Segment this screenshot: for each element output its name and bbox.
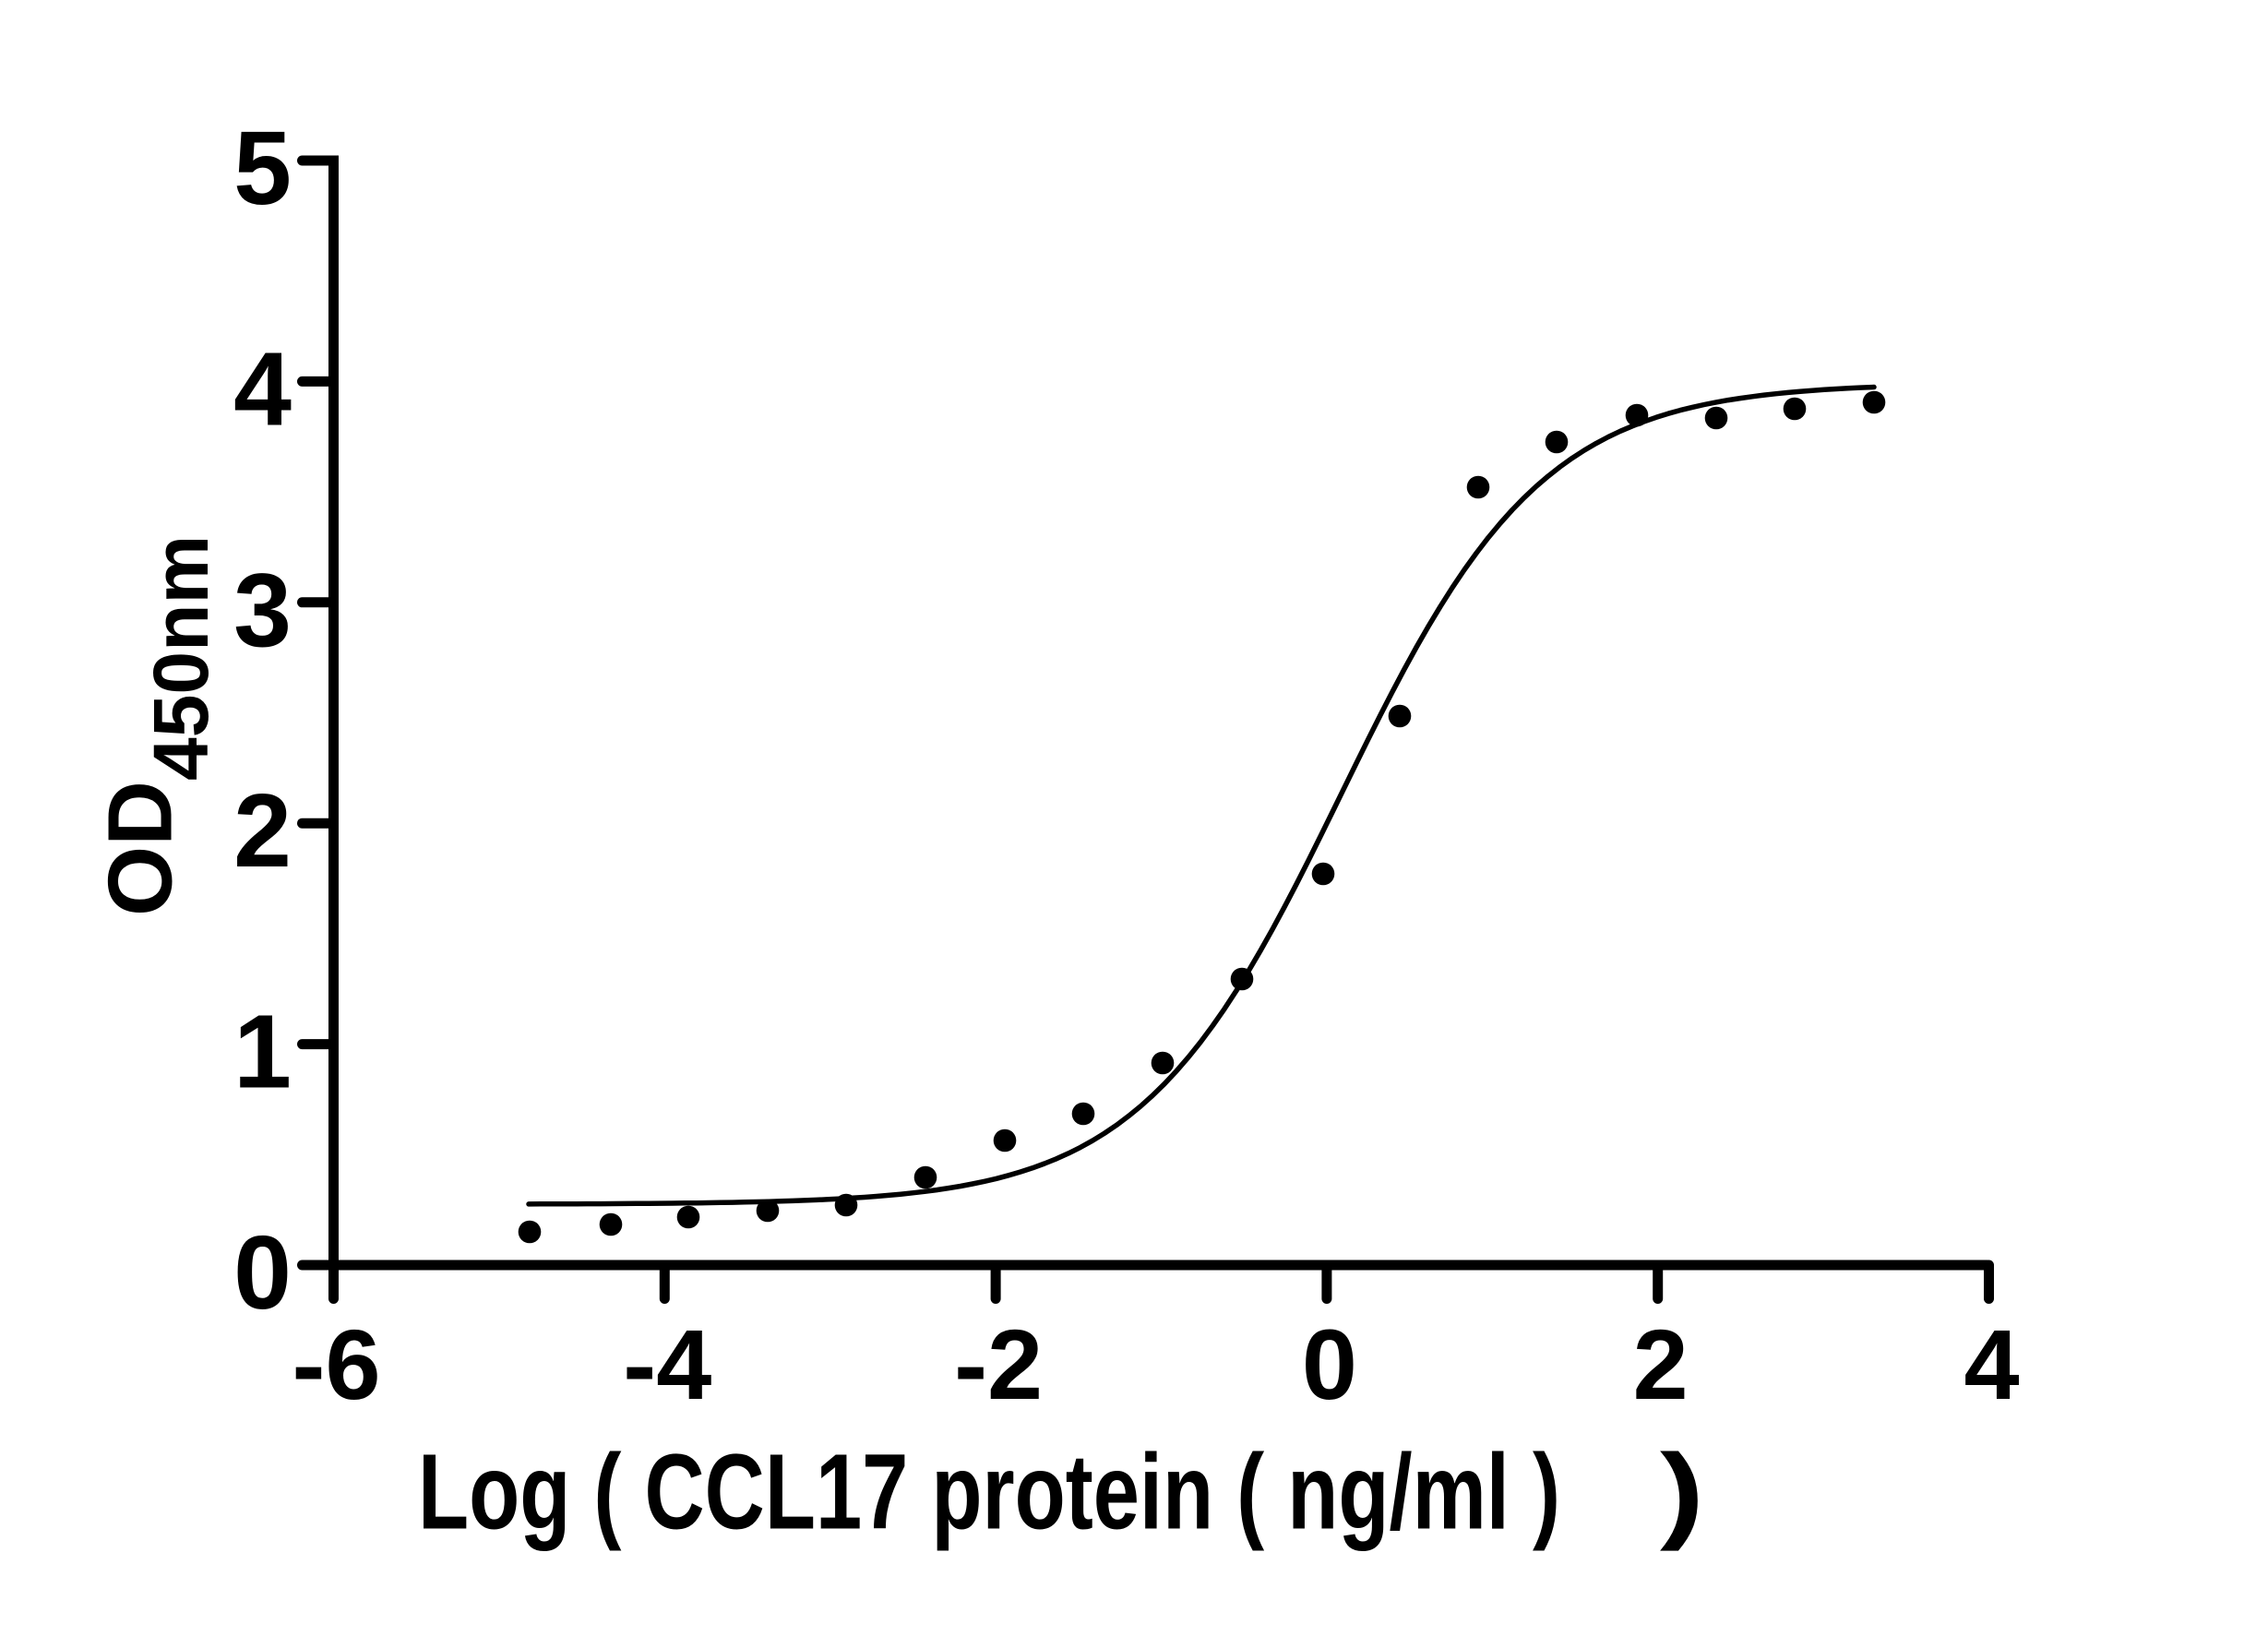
- svg-text:1: 1: [233, 994, 292, 1110]
- svg-text:-6: -6: [292, 1308, 380, 1420]
- svg-text:3: 3: [233, 552, 292, 668]
- svg-text:4: 4: [1964, 1308, 2019, 1420]
- svg-text:-2: -2: [954, 1308, 1043, 1420]
- svg-text:0: 0: [1302, 1308, 1357, 1420]
- svg-text:-4: -4: [623, 1308, 711, 1420]
- svg-text:2: 2: [233, 772, 292, 889]
- svg-text:2: 2: [1633, 1308, 1689, 1420]
- svg-text:Log ( CCL17 protein ( ng/ml ): Log ( CCL17 protein ( ng/ml ): [418, 1432, 1560, 1552]
- svg-text:4: 4: [233, 330, 292, 447]
- svg-text:): ): [1660, 1432, 1704, 1552]
- svg-text:5: 5: [233, 110, 292, 226]
- svg-text:0: 0: [233, 1214, 292, 1331]
